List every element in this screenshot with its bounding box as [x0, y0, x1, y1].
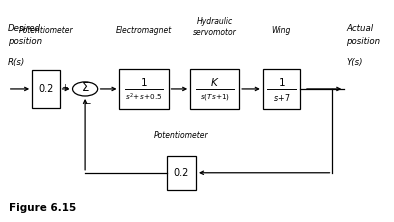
- Text: servomotor: servomotor: [193, 28, 236, 37]
- Text: $1$: $1$: [278, 76, 285, 88]
- Text: $s^2\!+\!s\!+\!0.5$: $s^2\!+\!s\!+\!0.5$: [125, 92, 163, 103]
- Bar: [119, 69, 169, 109]
- Text: $s(Ts\!+\!1)$: $s(Ts\!+\!1)$: [200, 92, 230, 102]
- Bar: [32, 70, 59, 108]
- Text: $\Sigma$: $\Sigma$: [81, 81, 89, 94]
- Bar: [167, 156, 196, 190]
- Text: Y(s): Y(s): [346, 58, 363, 67]
- Text: Wing: Wing: [272, 26, 291, 35]
- Text: Electromagnet: Electromagnet: [116, 26, 172, 35]
- Text: Desired: Desired: [8, 24, 41, 33]
- Bar: [190, 69, 239, 109]
- Text: $K$: $K$: [210, 76, 219, 88]
- Circle shape: [72, 82, 98, 96]
- Text: $1$: $1$: [140, 76, 148, 88]
- Text: position: position: [8, 37, 42, 46]
- Text: Potentiometer: Potentiometer: [19, 26, 73, 35]
- Text: R(s): R(s): [8, 58, 25, 67]
- Text: +: +: [61, 83, 68, 92]
- Bar: [263, 69, 300, 109]
- Text: $s\!+\!7$: $s\!+\!7$: [273, 92, 290, 103]
- Text: Potentiometer: Potentiometer: [154, 131, 208, 140]
- Text: position: position: [346, 37, 380, 46]
- Text: −: −: [82, 98, 90, 107]
- Text: Figure 6.15: Figure 6.15: [9, 203, 76, 213]
- Text: 0.2: 0.2: [38, 84, 54, 94]
- Text: 0.2: 0.2: [174, 168, 189, 178]
- Text: Actual: Actual: [346, 24, 374, 33]
- Text: Hydraulic: Hydraulic: [197, 17, 233, 26]
